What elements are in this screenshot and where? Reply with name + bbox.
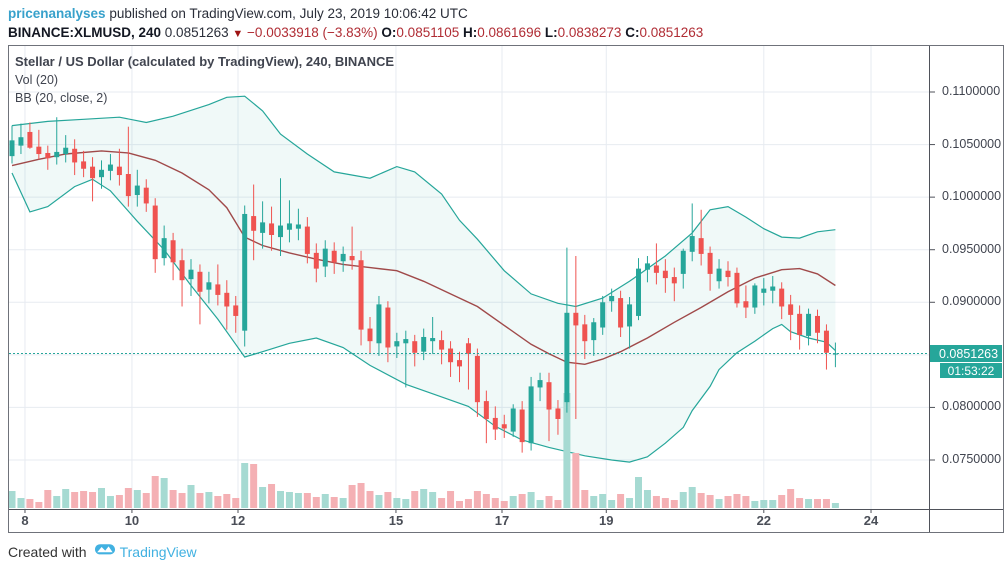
- down-arrow-icon: ▼: [232, 28, 244, 40]
- price-axis-label: 0.0950000: [942, 241, 1002, 256]
- time-axis-label: 24: [863, 513, 879, 528]
- time-axis-label: 17: [494, 513, 510, 528]
- footer: Created with TradingView: [8, 543, 197, 560]
- price-axis-label: 0.0750000: [942, 451, 1002, 466]
- time-axis-label: 12: [230, 513, 246, 528]
- price-axis[interactable]: 0.0851263 01:53:22 0.1100000 0.1050000 0.1…: [929, 46, 1003, 509]
- low-label: L:: [544, 25, 558, 40]
- chart-legend: Stellar / US Dollar (calculated by Tradi…: [15, 53, 394, 107]
- price-axis-label: 0.0900000: [942, 294, 1002, 309]
- time-axis-label: 19: [599, 513, 614, 528]
- low-value: 0.0838273: [557, 25, 622, 40]
- price-axis-label: 0.1100000: [942, 84, 1001, 98]
- tradingview-logo-icon[interactable]: [94, 543, 116, 560]
- time-axis-label: 8: [21, 513, 29, 528]
- time-axis[interactable]: 8 10 12 15 17 19 22 24: [9, 509, 1003, 533]
- tradingview-brand-link[interactable]: TradingView: [119, 543, 197, 560]
- open-value: 0.0851105: [396, 25, 460, 40]
- price-change: −0.0033918 (−3.83%): [247, 25, 378, 40]
- legend-bb-indicator: BB (20, close, 2): [15, 91, 108, 105]
- symbol-info-bar: BINANCE:XLMUSD, 240 0.0851263 ▼ −0.00339…: [8, 23, 703, 44]
- time-axis-label: 15: [388, 513, 404, 528]
- high-label: H:: [463, 25, 478, 40]
- created-with-text: Created with: [8, 543, 87, 560]
- last-price: 0.0851263: [164, 25, 229, 40]
- price-axis-label: 0.0800000: [942, 399, 1002, 414]
- publish-header: pricenanalyses published on TradingView.…: [8, 4, 468, 23]
- chart-plot[interactable]: [9, 46, 1003, 532]
- price-axis-label: 0.1000000: [942, 189, 1002, 204]
- time-axis-label: 22: [756, 513, 772, 528]
- close-value: 0.0851263: [639, 25, 704, 40]
- last-price-badge: 0.0851263: [930, 345, 1002, 363]
- legend-volume-indicator: Vol (20): [15, 73, 59, 87]
- close-label: C:: [625, 25, 640, 40]
- chart-widget[interactable]: Stellar / US Dollar (calculated by Tradi…: [8, 45, 1004, 533]
- high-value: 0.0861696: [477, 25, 542, 40]
- bar-countdown-badge: 01:53:22: [940, 363, 1002, 379]
- time-axis-label: 10: [124, 513, 140, 528]
- publisher-username-link[interactable]: pricenanalyses: [8, 6, 106, 21]
- price-axis-label: 0.1050000: [942, 136, 1002, 151]
- symbol-name: BINANCE:XLMUSD, 240: [8, 25, 162, 40]
- open-label: O:: [381, 25, 397, 40]
- price-axis-separator: [929, 46, 930, 532]
- published-text: published on TradingView.com, July 23, 2…: [105, 6, 468, 21]
- legend-title: Stellar / US Dollar (calculated by Tradi…: [15, 54, 395, 69]
